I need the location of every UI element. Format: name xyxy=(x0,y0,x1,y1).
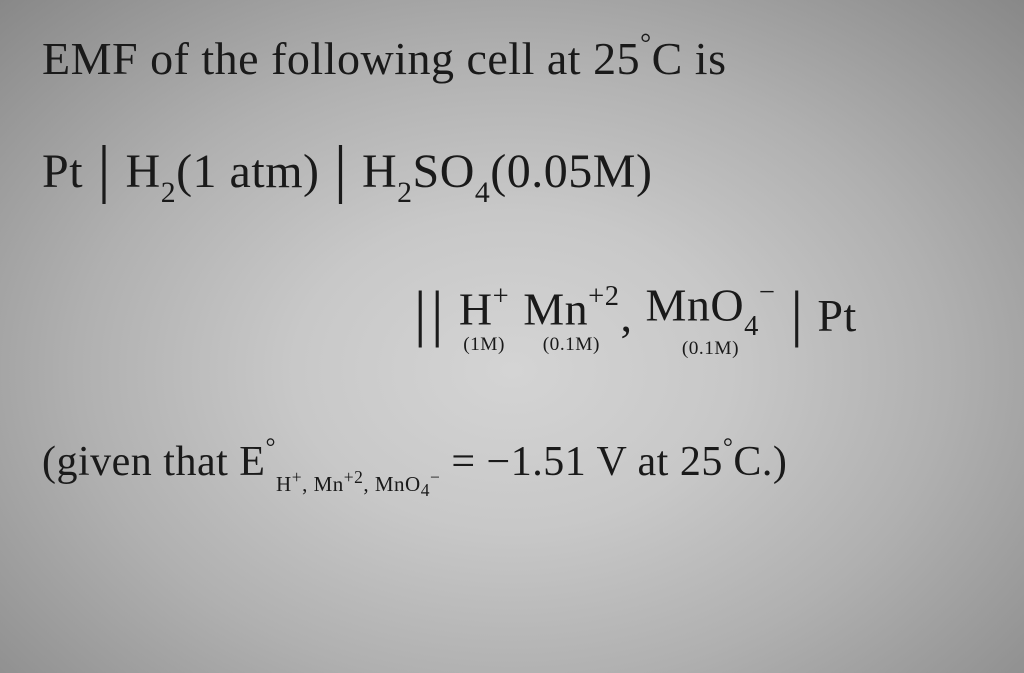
degree-symbol: ° xyxy=(640,27,652,58)
pt-electrode: Pt xyxy=(42,145,83,198)
given-value: = −1.51 V at 25 xyxy=(440,439,723,485)
mno-symbol: MnO xyxy=(645,279,744,330)
mn-stack: Mn+2 (0.1M) xyxy=(523,286,619,354)
e-subscript: H+, Mn+2, MnO4− xyxy=(276,472,440,496)
given-prefix: (given that E xyxy=(42,439,265,485)
h2-sub: 2 xyxy=(161,176,176,209)
given-info: (given that E°H+, Mn+2, MnO4− = −1.51 V … xyxy=(42,438,982,495)
h-plus-stack: H+ (1M) xyxy=(459,286,509,354)
h-charge: + xyxy=(493,281,510,312)
mno4-stack: MnO4− (0.1M) xyxy=(645,282,775,358)
h2so4-paren: (0.05M) xyxy=(490,145,652,198)
cell-notation-right: || H+ (1M) Mn+2 (0.1M) , MnO4− (0.1M) | … xyxy=(42,276,982,359)
degree-symbol: ° xyxy=(723,434,734,461)
h2so4-h: H xyxy=(362,145,397,198)
mn-conc: (0.1M) xyxy=(523,335,619,354)
comma: , xyxy=(620,290,632,341)
mno-charge: − xyxy=(759,277,776,308)
phase-boundary: | xyxy=(788,280,805,348)
chemistry-problem: EMF of the following cell at 25°C is Pt … xyxy=(0,0,1024,527)
h-symbol: H xyxy=(459,284,493,335)
salt-bridge: | xyxy=(412,280,429,348)
h2so4-so: SO xyxy=(413,145,475,198)
salt-bridge: | xyxy=(429,280,446,348)
text-prefix: EMF of the following cell at 25 xyxy=(42,33,640,84)
problem-statement: EMF of the following cell at 25°C is xyxy=(42,32,982,85)
cell-notation-left: Pt | H2(1 atm) | H2SO4(0.05M) xyxy=(42,129,982,206)
mn-charge: +2 xyxy=(588,281,619,312)
mn-symbol: Mn xyxy=(523,284,588,335)
mno-sub: 4 xyxy=(744,311,759,342)
pt-electrode: Pt xyxy=(817,290,856,341)
phase-boundary: | xyxy=(96,133,113,205)
degree-symbol: ° xyxy=(265,434,276,461)
h-conc: (1M) xyxy=(459,335,509,354)
text-suffix: C is xyxy=(652,33,727,84)
h2-h: H xyxy=(126,145,161,198)
h2-paren: (1 atm) xyxy=(176,145,319,198)
h2so4-s2: 2 xyxy=(397,176,412,209)
h2so4-s4: 4 xyxy=(475,176,490,209)
phase-boundary: | xyxy=(332,133,349,205)
given-suffix: C.) xyxy=(733,439,787,485)
